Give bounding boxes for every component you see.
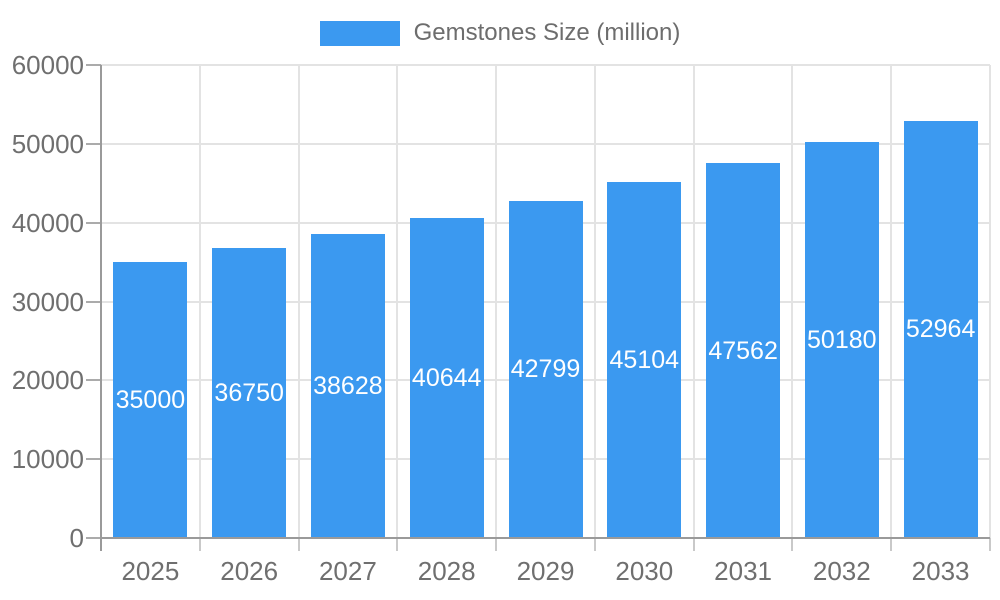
y-axis-label: 30000 (11, 286, 84, 317)
gridline-vertical (890, 65, 893, 538)
bar-value-label: 45104 (609, 346, 680, 375)
bar-2025 (113, 262, 188, 538)
gridline-horizontal (101, 64, 990, 66)
x-axis-label: 2025 (121, 556, 180, 586)
y-axis-label: 20000 (11, 365, 84, 396)
gridline-vertical (791, 65, 794, 538)
y-axis-label: 10000 (11, 444, 84, 475)
gridline-vertical (198, 65, 201, 538)
bar-value-label: 42799 (510, 355, 581, 384)
y-axis-tick (86, 537, 101, 539)
x-axis-label: 2031 (714, 556, 773, 586)
gridline-vertical (593, 65, 596, 538)
y-axis-tick (86, 300, 101, 303)
y-axis-tick (86, 458, 101, 461)
bar-2030 (607, 182, 682, 538)
bar-value-label: 40644 (411, 363, 482, 392)
gridline-vertical (396, 65, 399, 538)
bar-value-label: 50180 (807, 326, 877, 355)
y-axis-label: 60000 (11, 50, 84, 80)
x-axis-label: 2027 (318, 556, 377, 586)
x-axis-label: 2026 (220, 556, 279, 586)
x-axis-label: 2033 (911, 556, 970, 586)
x-axis-label: 2030 (615, 556, 674, 586)
x-axis-tick (692, 538, 695, 551)
x-axis-tick (297, 538, 300, 551)
bar-2033 (903, 120, 978, 538)
x-axis-line (101, 537, 990, 539)
bar-2029 (508, 200, 583, 538)
x-axis-tick (198, 538, 201, 551)
y-axis-label: 40000 (11, 207, 84, 238)
gridline-vertical (495, 65, 498, 538)
gridline-vertical (989, 65, 991, 538)
legend-label: Gemstones Size (million) (413, 19, 681, 46)
bar-2031 (706, 163, 781, 538)
y-axis-line (100, 65, 102, 551)
x-axis-tick (989, 538, 991, 551)
gridline-vertical (692, 65, 695, 538)
gridline-horizontal (101, 142, 990, 145)
y-axis-tick (86, 142, 101, 145)
x-axis-label: 2029 (516, 556, 575, 586)
chart-legend[interactable]: Gemstones Size (million) (0, 20, 1000, 46)
x-axis-tick (593, 538, 596, 551)
x-axis-tick (890, 538, 893, 551)
x-axis-label: 2028 (417, 556, 476, 586)
bar-2027 (310, 233, 385, 538)
legend-swatch (319, 20, 400, 46)
y-axis-label: 50000 (11, 128, 84, 159)
x-axis-tick (396, 538, 399, 551)
bar-value-label: 36750 (214, 379, 284, 408)
bar-value-label: 38628 (313, 371, 383, 400)
y-axis-label: 0 (69, 523, 84, 553)
bar-2028 (409, 217, 484, 538)
bar-value-label: 52964 (905, 315, 976, 344)
gridline-vertical (297, 65, 300, 538)
y-axis-tick (86, 221, 101, 224)
bar-2032 (804, 142, 879, 538)
x-axis-tick (495, 538, 498, 551)
y-axis-tick (86, 64, 101, 66)
x-axis-tick (791, 538, 794, 551)
x-axis-label: 2032 (812, 556, 871, 586)
y-axis-tick (86, 379, 101, 382)
bar-value-label: 47562 (708, 336, 778, 365)
bar-value-label: 35000 (115, 386, 186, 414)
bar-2026 (212, 248, 287, 538)
